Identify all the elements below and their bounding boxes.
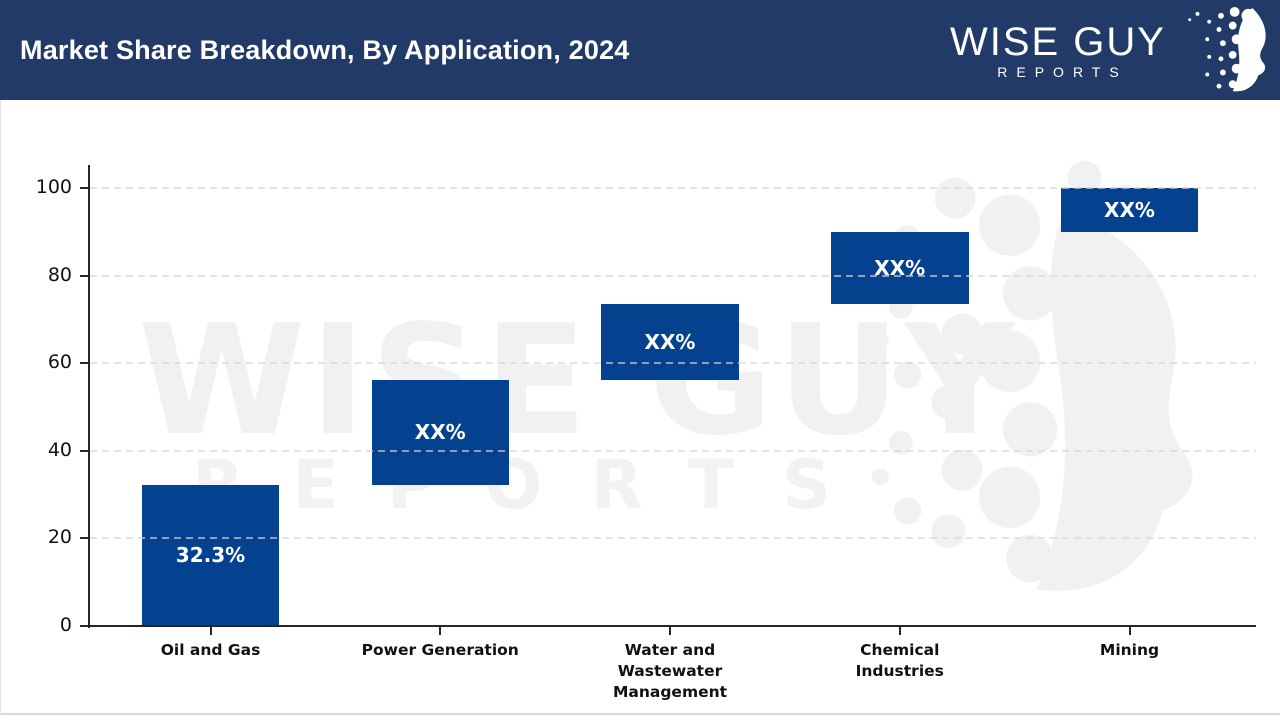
x-tick-label-line: Chemical <box>860 641 940 659</box>
x-tick-mark <box>1128 627 1131 635</box>
x-tick-label: Chemical Industries <box>788 640 1012 682</box>
gridline <box>89 449 1256 452</box>
y-tick-label: 20 <box>47 526 72 549</box>
y-tick-label: 0 <box>59 614 72 636</box>
y-tick-label: 40 <box>47 438 72 461</box>
x-tick-mark <box>669 627 671 635</box>
bar-segment: XX% <box>831 232 969 305</box>
bar-segment: XX% <box>371 380 509 485</box>
bar-segment: 32.3% <box>141 484 280 626</box>
y-tick-mark <box>79 187 88 189</box>
bar-value-label: XX% <box>644 330 696 355</box>
logo-face-icon <box>1188 6 1266 92</box>
x-tick-label-line: Water and <box>624 641 716 659</box>
logo-subtext: REPORTS <box>997 63 1128 80</box>
x-axis-line <box>87 625 1256 627</box>
header-bar: Market Share Breakdown, By Application, … <box>0 0 1280 100</box>
y-tick-label: 80 <box>47 263 72 286</box>
x-tick-label: Mining <box>1018 640 1242 661</box>
y-tick-mark <box>79 449 88 452</box>
x-tick-label-line: Wastewater <box>617 662 723 680</box>
y-axis-line <box>87 165 90 628</box>
x-tick-label: Water and Wastewater Management <box>558 640 782 703</box>
y-tick-mark <box>79 362 88 365</box>
footer-divider <box>0 713 1280 715</box>
watermark-wordmark: WISE GUY <box>138 292 1019 469</box>
y-tick-label: 60 <box>47 351 72 374</box>
x-tick-mark <box>209 627 212 635</box>
x-tick-mark <box>898 627 901 635</box>
bar-value-label: 32.3% <box>175 543 246 568</box>
gridline <box>89 537 1256 540</box>
x-tick-label-line: Oil and Gas <box>160 641 261 659</box>
bar-value-label: XX% <box>414 420 466 445</box>
gridline <box>89 274 1256 277</box>
logo-text: WISE GUY REPORTS <box>950 21 1166 80</box>
x-tick-label: Oil and Gas <box>99 640 323 661</box>
bar-value-label: XX% <box>1104 198 1155 223</box>
watermark-subtext: REPORTS <box>192 446 880 525</box>
logo-wordmark: WISE GUY <box>949 19 1166 64</box>
left-border-line <box>0 100 1 714</box>
y-tick-mark <box>79 274 88 277</box>
gridline <box>89 362 1256 365</box>
x-tick-label: Power Generation <box>328 640 552 661</box>
x-tick-label-line: Power Generation <box>361 641 519 659</box>
y-tick-label: 100 <box>35 176 72 198</box>
gridline <box>89 187 1256 189</box>
x-tick-label-line: Industries <box>855 662 944 680</box>
x-tick-label-line: Mining <box>1099 641 1160 659</box>
x-tick-mark <box>439 627 442 635</box>
page-title: Market Share Breakdown, By Application, … <box>20 34 630 65</box>
x-tick-label-line: Management <box>612 683 728 701</box>
brand-logo: WISE GUY REPORTS <box>950 0 1268 100</box>
bar-segment: XX% <box>601 304 739 381</box>
bar-segment: XX% <box>1060 188 1199 233</box>
plot: 32.3% XX% XX% XX% XX% 0 20 40 60 80 100 Oil and Gas… <box>0 100 1280 714</box>
watermark-face-icon <box>871 160 1193 591</box>
y-tick-mark <box>79 537 88 540</box>
y-tick-mark <box>79 625 88 627</box>
